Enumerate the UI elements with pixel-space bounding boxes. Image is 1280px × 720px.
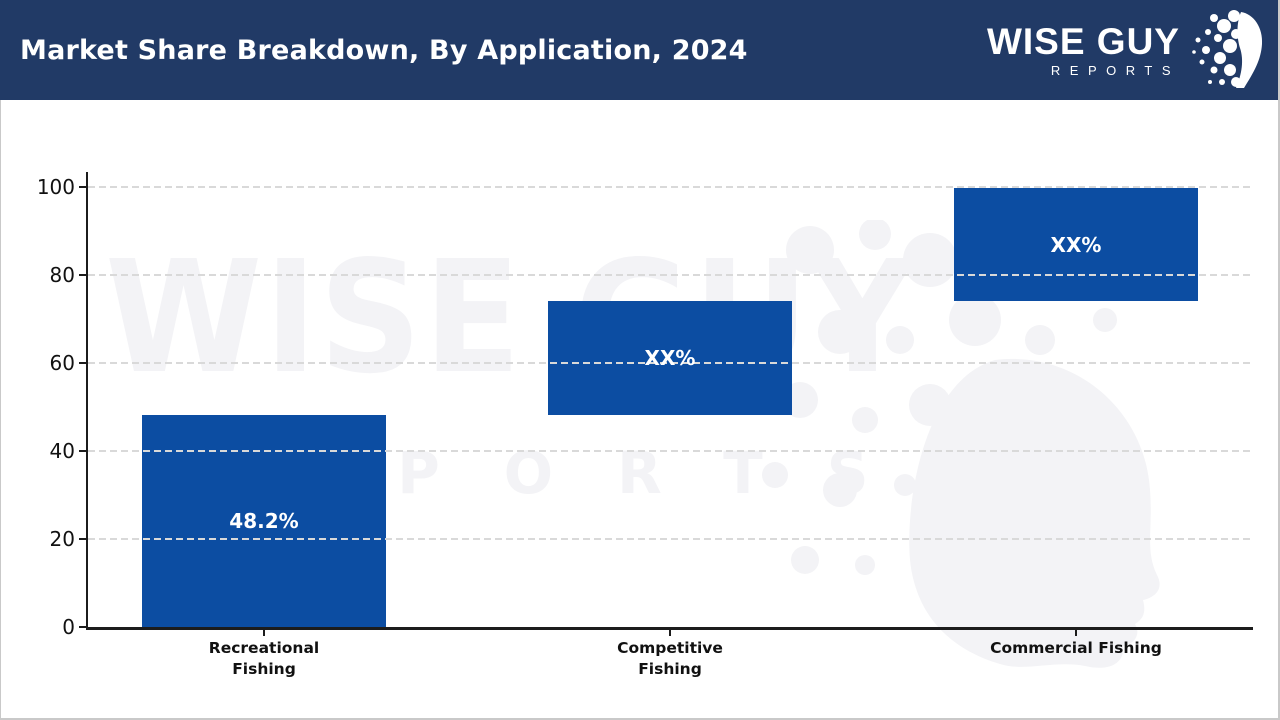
y-tick-label-60: 60 — [49, 351, 75, 375]
y-tick-60 — [79, 362, 88, 364]
bar-value-label-1: XX% — [644, 346, 696, 371]
y-tick-0 — [79, 626, 88, 628]
logo-wordmark: WISE GUY REPORTS — [987, 23, 1180, 78]
x-tick-2 — [1075, 627, 1077, 636]
y-tick-label-20: 20 — [49, 527, 75, 551]
bar-segment-2 — [954, 187, 1198, 302]
y-tick-label-80: 80 — [49, 263, 75, 287]
y-tick-20 — [79, 538, 88, 540]
y-tick-40 — [79, 450, 88, 452]
gridline-60 — [88, 362, 1253, 364]
y-tick-100 — [79, 186, 88, 188]
x-axis-label-2: Commercial Fishing — [990, 639, 1162, 657]
wiseguy-logo: WISE GUY REPORTS — [987, 8, 1264, 92]
bar-value-label-0: 48.2% — [229, 508, 299, 533]
page-border-right — [1278, 0, 1280, 720]
bar-value-label-2: XX% — [1050, 232, 1102, 257]
page-border-left — [0, 100, 1, 720]
chart-canvas: WISE GUY REPORTS 0 20 40 60 80 100 48.2% XX% XX%… — [0, 100, 1280, 720]
bar-segment-1 — [548, 301, 792, 415]
gridline-100 — [88, 186, 1253, 188]
logo-wordmark-line1: WISE GUY — [986, 20, 1180, 62]
x-tick-0 — [263, 627, 265, 636]
header-bar: Market Share Breakdown, By Application, … — [0, 0, 1280, 100]
gridline-20 — [88, 538, 1253, 540]
y-tick-label-0: 0 — [62, 615, 75, 639]
y-tick-label-40: 40 — [49, 439, 75, 463]
logo-wordmark-line2: REPORTS — [1050, 62, 1180, 78]
y-axis-line — [86, 172, 88, 630]
page-border-bottom — [0, 718, 1280, 720]
x-axis-label-0: Recreational Fishing — [208, 639, 320, 678]
chart-title: Market Share Breakdown, By Application, … — [20, 34, 748, 66]
gridline-80 — [88, 274, 1253, 276]
gridline-40 — [88, 450, 1253, 452]
y-tick-80 — [79, 274, 88, 276]
y-tick-label-100: 100 — [36, 175, 75, 199]
x-tick-1 — [669, 627, 671, 636]
logo-face-icon — [1192, 10, 1263, 88]
x-axis-line — [86, 627, 1253, 630]
x-axis-label-1: Competitive Fishing — [617, 639, 723, 678]
